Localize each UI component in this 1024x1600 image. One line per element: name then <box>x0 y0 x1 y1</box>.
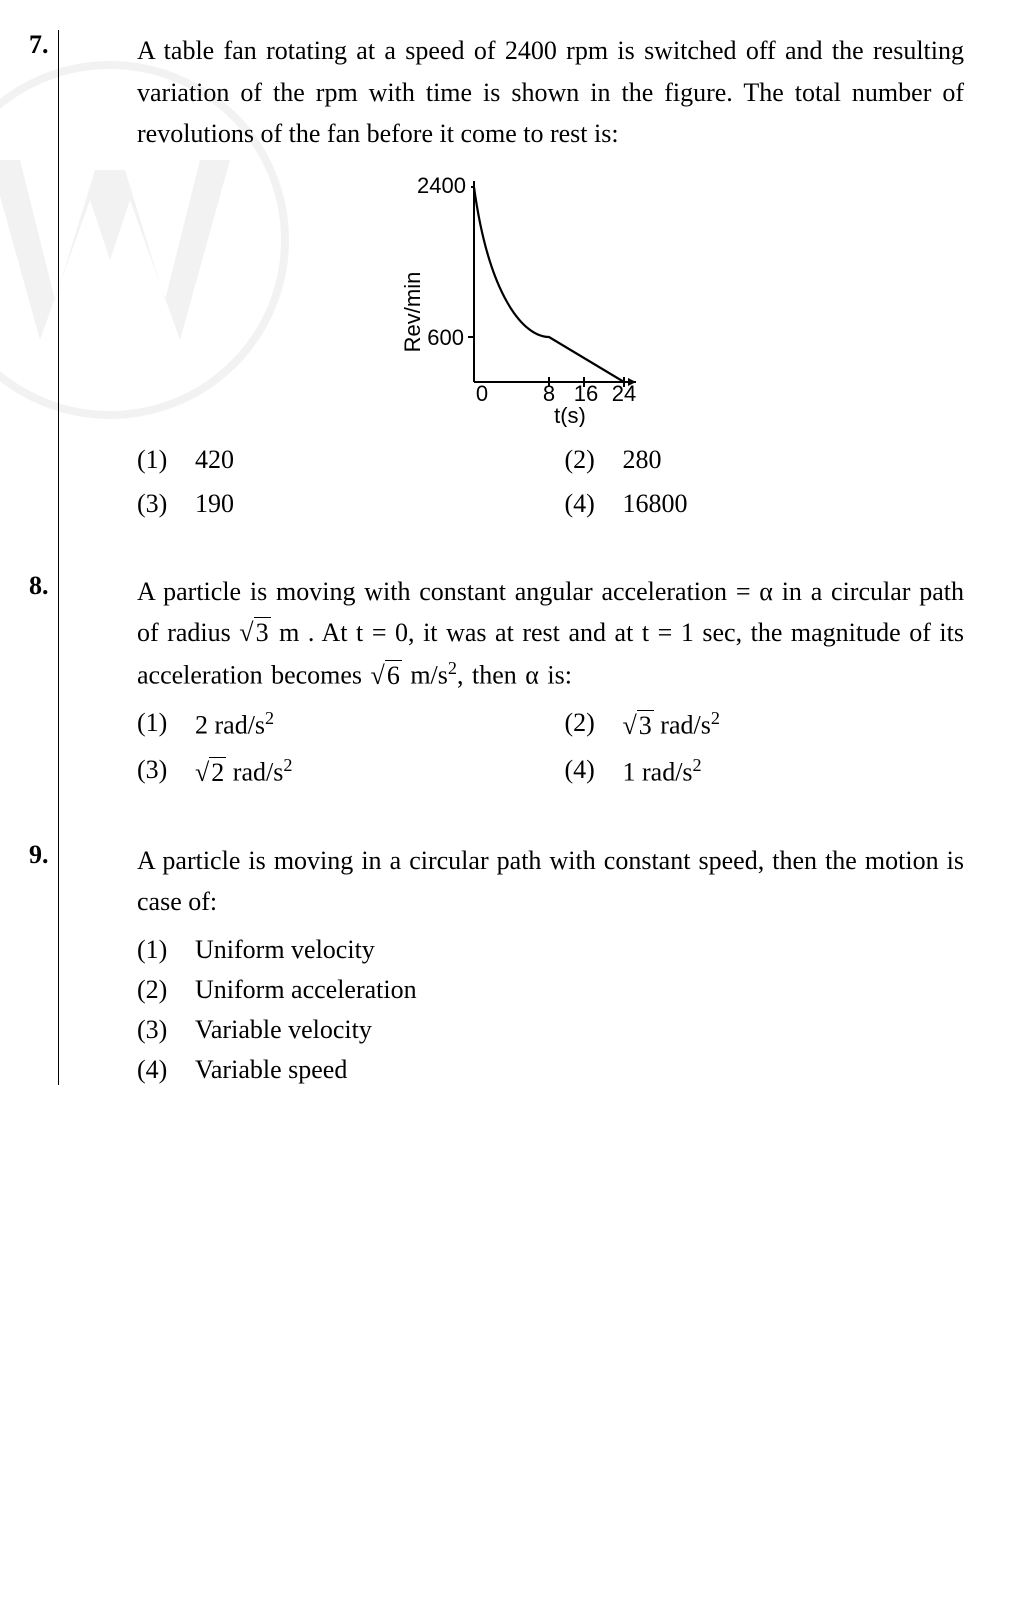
question-9: 9. A particle is moving in a circular pa… <box>83 840 964 1085</box>
ytick-600: 600 <box>427 325 464 350</box>
option-text: Variable speed <box>195 1055 964 1085</box>
option-label: (1) <box>137 935 195 965</box>
option-1: (1) 420 <box>137 445 537 475</box>
options-q7: (1) 420 (2) 280 (3) 190 (4) 16800 <box>83 445 964 519</box>
question-number: 7. <box>29 30 49 60</box>
option-text: 2 rad/s2 <box>195 708 537 741</box>
option-2: (2) 280 <box>565 445 965 475</box>
xtick-0: 0 <box>475 381 487 406</box>
option-label: (1) <box>137 708 195 741</box>
question-number: 9. <box>29 840 49 870</box>
option-text: √2 rad/s2 <box>195 755 537 788</box>
option-1: (1) 2 rad/s2 <box>137 708 537 741</box>
q8-text-p4: , then α is: <box>457 661 572 690</box>
option-text: 420 <box>195 445 537 475</box>
option-text: 190 <box>195 489 537 519</box>
question-number: 8. <box>29 571 49 601</box>
question-text: A table fan rotating at a speed of 2400 … <box>83 30 964 155</box>
ytick-2400: 2400 <box>417 173 466 198</box>
option-label: (4) <box>565 755 623 788</box>
option-text: √3 rad/s2 <box>623 708 965 741</box>
option-3: (3) Variable velocity <box>137 1015 964 1045</box>
options-q8: (1) 2 rad/s2 (2) √3 rad/s2 (3) √2 rad/s2… <box>83 708 964 787</box>
option-3: (3) 190 <box>137 489 537 519</box>
option-text: 16800 <box>623 489 965 519</box>
xtick-16: 16 <box>573 381 597 406</box>
x-axis-label: t(s) <box>554 403 586 427</box>
option-label: (1) <box>137 445 195 475</box>
option-text: Uniform acceleration <box>195 975 964 1005</box>
question-text: A particle is moving in a circular path … <box>83 840 964 923</box>
xtick-24: 24 <box>611 381 635 406</box>
option-2: (2) Uniform acceleration <box>137 975 964 1005</box>
option-label: (4) <box>565 489 623 519</box>
rpm-curve <box>474 187 624 382</box>
option-3: (3) √2 rad/s2 <box>137 755 537 788</box>
sqrt-6-icon: √6 <box>371 655 402 697</box>
option-label: (2) <box>565 445 623 475</box>
options-q9: (1) Uniform velocity (2) Uniform acceler… <box>83 935 964 1085</box>
option-label: (2) <box>565 708 623 741</box>
option-2: (2) √3 rad/s2 <box>565 708 965 741</box>
y-axis-label: Rev/min <box>400 271 425 352</box>
question-7: 7. A table fan rotating at a speed of 24… <box>83 30 964 519</box>
option-1: (1) Uniform velocity <box>137 935 964 965</box>
option-text: 1 rad/s2 <box>623 755 965 788</box>
rpm-time-chart: Rev/min t(s) 2400 600 0 8 <box>374 167 674 427</box>
option-label: (4) <box>137 1055 195 1085</box>
content-column: 7. A table fan rotating at a speed of 24… <box>58 30 964 1085</box>
option-label: (2) <box>137 975 195 1005</box>
option-4: (4) 16800 <box>565 489 965 519</box>
option-text: 280 <box>623 445 965 475</box>
q8-text-p3: m/s <box>402 661 448 690</box>
sqrt-icon: √2 <box>195 758 226 788</box>
option-4: (4) 1 rad/s2 <box>565 755 965 788</box>
option-text: Uniform velocity <box>195 935 964 965</box>
option-label: (3) <box>137 489 195 519</box>
question-text: A particle is moving with constant angul… <box>83 571 964 696</box>
option-4: (4) Variable speed <box>137 1055 964 1085</box>
option-text: Variable velocity <box>195 1015 964 1045</box>
xtick-8: 8 <box>542 381 554 406</box>
option-label: (3) <box>137 1015 195 1045</box>
sqrt-3-icon: √3 <box>239 612 270 654</box>
question-8: 8. A particle is moving with constant an… <box>83 571 964 788</box>
option-label: (3) <box>137 755 195 788</box>
sqrt-icon: √3 <box>623 711 654 741</box>
chart-container: Rev/min t(s) 2400 600 0 8 <box>83 167 964 427</box>
q8-sup: 2 <box>448 658 457 678</box>
